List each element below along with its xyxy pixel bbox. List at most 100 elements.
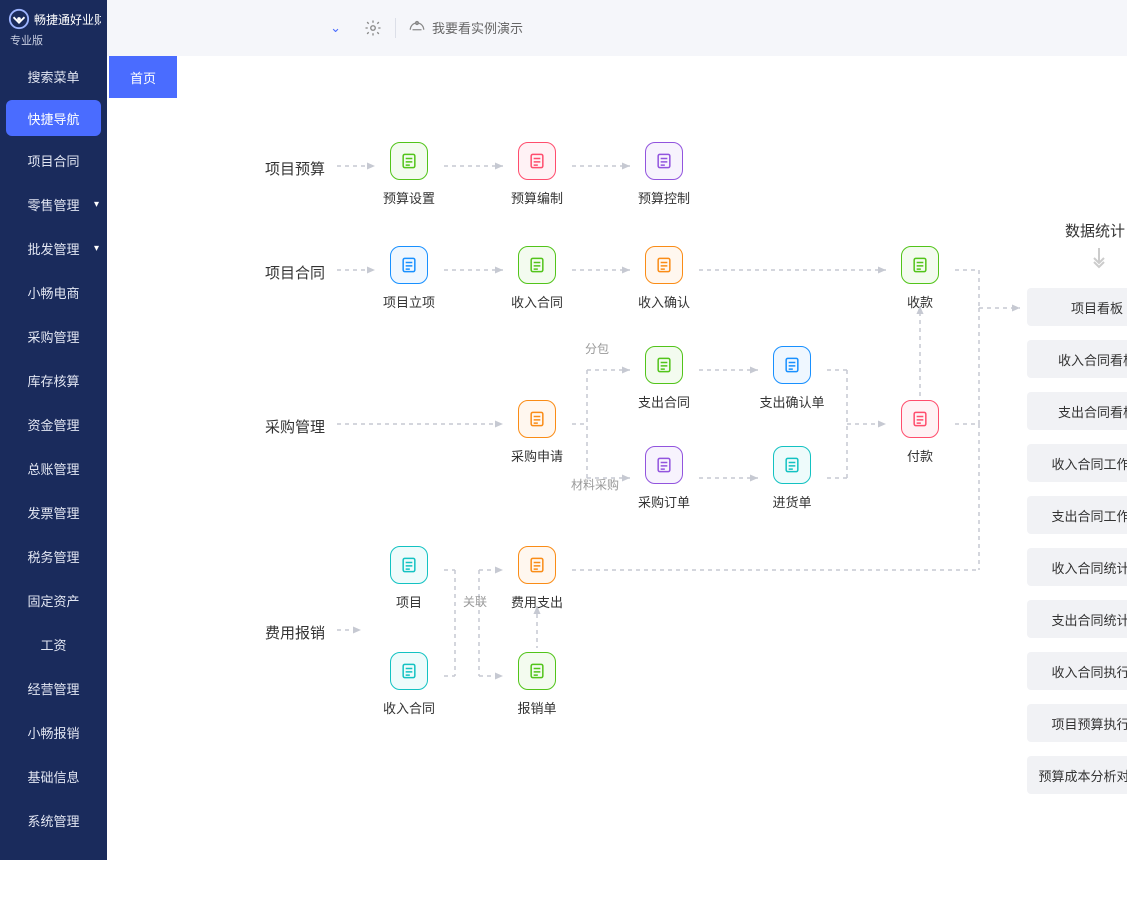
sidebar-item-6[interactable]: 采购管理 [0, 314, 107, 358]
sidebar-item-13[interactable]: 工资 [0, 622, 107, 666]
branch-label-2: 关联 [463, 596, 477, 609]
sidebar-item-9[interactable]: 总账管理 [0, 446, 107, 490]
tab-home[interactable]: 首页 [109, 56, 177, 98]
sidebar-item-8[interactable]: 资金管理 [0, 402, 107, 446]
stat-button-0[interactable]: 项目看板 [1027, 288, 1127, 326]
sidebar-item-17[interactable]: 系统管理 [0, 798, 107, 842]
node-label: 支出合同 [638, 392, 690, 411]
node-expend-ct[interactable]: 支出合同 [629, 346, 699, 411]
sidebar-item-label: 固定资产 [27, 591, 79, 610]
budget-edit-icon [518, 142, 556, 180]
node-project[interactable]: 项目 [374, 546, 444, 611]
brand-title: 畅捷通好业财 [34, 11, 101, 28]
po-req-icon [518, 400, 556, 438]
node-budget-edit[interactable]: 预算编制 [502, 142, 572, 207]
sidebar-item-label: 工资 [40, 635, 66, 654]
node-budget-ctrl[interactable]: 预算控制 [629, 142, 699, 207]
node-income-cf[interactable]: 收入确认 [629, 246, 699, 311]
tab-label: 首页 [130, 68, 156, 87]
node-label: 费用支出 [511, 592, 563, 611]
node-receipt[interactable]: 收款 [885, 246, 955, 311]
sidebar-item-4[interactable]: 批发管理▾ [0, 226, 107, 270]
income-ct-icon [518, 246, 556, 284]
node-reimburse[interactable]: 报销单 [502, 652, 572, 717]
stat-button-3[interactable]: 收入合同工作台 [1027, 444, 1127, 482]
stats-arrow-icon [1090, 246, 1108, 275]
node-goods-in[interactable]: 进货单 [757, 446, 827, 511]
stat-button-1[interactable]: 收入合同看板 [1027, 340, 1127, 378]
sidebar-item-label: 系统管理 [27, 811, 79, 830]
demo-link[interactable]: 我要看实例演示 [408, 17, 523, 38]
section-label-2: 采购管理 [265, 416, 325, 437]
node-label: 项目立项 [383, 292, 435, 311]
sidebar-item-0[interactable]: 搜索菜单 [0, 54, 107, 98]
sidebar-item-10[interactable]: 发票管理 [0, 490, 107, 534]
expend-cf-icon [773, 346, 811, 384]
project-icon [390, 546, 428, 584]
node-po-order[interactable]: 采购订单 [629, 446, 699, 511]
node-label: 收入合同 [383, 698, 435, 717]
node-label: 收入合同 [511, 292, 563, 311]
sidebar-item-11[interactable]: 税务管理 [0, 534, 107, 578]
node-payment[interactable]: 付款 [885, 400, 955, 465]
node-label: 报销单 [517, 698, 556, 717]
stat-button-8[interactable]: 项目预算执行表 [1027, 704, 1127, 742]
sidebar-item-2[interactable]: 项目合同 [0, 138, 107, 182]
income-cf-icon [645, 246, 683, 284]
demo-label: 我要看实例演示 [432, 18, 523, 37]
sidebar-item-16[interactable]: 基础信息 [0, 754, 107, 798]
stats-title: 数据统计 [1065, 220, 1125, 241]
budget-ctrl-icon [645, 142, 683, 180]
income-ct2-icon [390, 652, 428, 690]
node-fee-expend[interactable]: 费用支出 [502, 546, 572, 611]
sidebar-item-label: 库存核算 [27, 371, 79, 390]
divider [395, 18, 396, 38]
sidebar-item-1[interactable]: 快捷导航 [6, 100, 101, 136]
node-label: 付款 [907, 446, 933, 465]
sidebar-item-label: 快捷导航 [27, 109, 79, 128]
stat-button-6[interactable]: 支出合同统计表 [1027, 600, 1127, 638]
sidebar-item-label: 经营管理 [27, 679, 79, 698]
sidebar-item-label: 税务管理 [27, 547, 79, 566]
topbar: ⌄ 我要看实例演示 [107, 0, 1127, 56]
sidebar-item-12[interactable]: 固定资产 [0, 578, 107, 622]
stat-button-2[interactable]: 支出合同看板 [1027, 392, 1127, 430]
sidebar-item-7[interactable]: 库存核算 [0, 358, 107, 402]
brand-subtitle: 专业版 [0, 32, 107, 48]
node-income-ct[interactable]: 收入合同 [502, 246, 572, 311]
sidebar-item-15[interactable]: 小畅报销 [0, 710, 107, 754]
sidebar-item-5[interactable]: 小畅电商 [0, 270, 107, 314]
connector-layer [107, 98, 1127, 898]
sidebar-item-label: 发票管理 [27, 503, 79, 522]
goods-in-icon [773, 446, 811, 484]
node-proj-init[interactable]: 项目立项 [374, 246, 444, 311]
demo-icon [408, 17, 426, 38]
node-budget-setup[interactable]: 预算设置 [374, 142, 444, 207]
stat-button-4[interactable]: 支出合同工作台 [1027, 496, 1127, 534]
stat-button-5[interactable]: 收入合同统计表 [1027, 548, 1127, 586]
node-po-req[interactable]: 采购申请 [502, 400, 572, 465]
org-selector[interactable]: ⌄ [121, 12, 351, 44]
sidebar-item-label: 小畅电商 [27, 283, 79, 302]
node-label: 项目 [396, 592, 422, 611]
tab-bar: 首页 [109, 56, 1127, 98]
branch-label-1: 材料采购 [571, 476, 619, 493]
sidebar-item-14[interactable]: 经营管理 [0, 666, 107, 710]
node-label: 采购订单 [638, 492, 690, 511]
section-label-0: 项目预算 [265, 158, 325, 179]
sidebar: 畅捷通好业财 专业版 搜索菜单快捷导航项目合同零售管理▾批发管理▾ 小畅电商采购管… [0, 0, 107, 860]
sidebar-item-label: 项目合同 [27, 151, 79, 170]
sidebar-item-label: 总账管理 [27, 459, 79, 478]
gear-icon[interactable] [363, 18, 383, 38]
stat-button-9[interactable]: 预算成本分析对比表 [1027, 756, 1127, 794]
sidebar-item-label: 基础信息 [27, 767, 79, 786]
expend-ct-icon [645, 346, 683, 384]
sidebar-item-3[interactable]: 零售管理▾ [0, 182, 107, 226]
node-expend-cf[interactable]: 支出确认单 [757, 346, 827, 411]
receipt-icon [901, 246, 939, 284]
node-label: 预算设置 [383, 188, 435, 207]
proj-init-icon [390, 246, 428, 284]
stat-button-7[interactable]: 收入合同执行表 [1027, 652, 1127, 690]
node-income-ct2[interactable]: 收入合同 [374, 652, 444, 717]
node-label: 预算编制 [511, 188, 563, 207]
